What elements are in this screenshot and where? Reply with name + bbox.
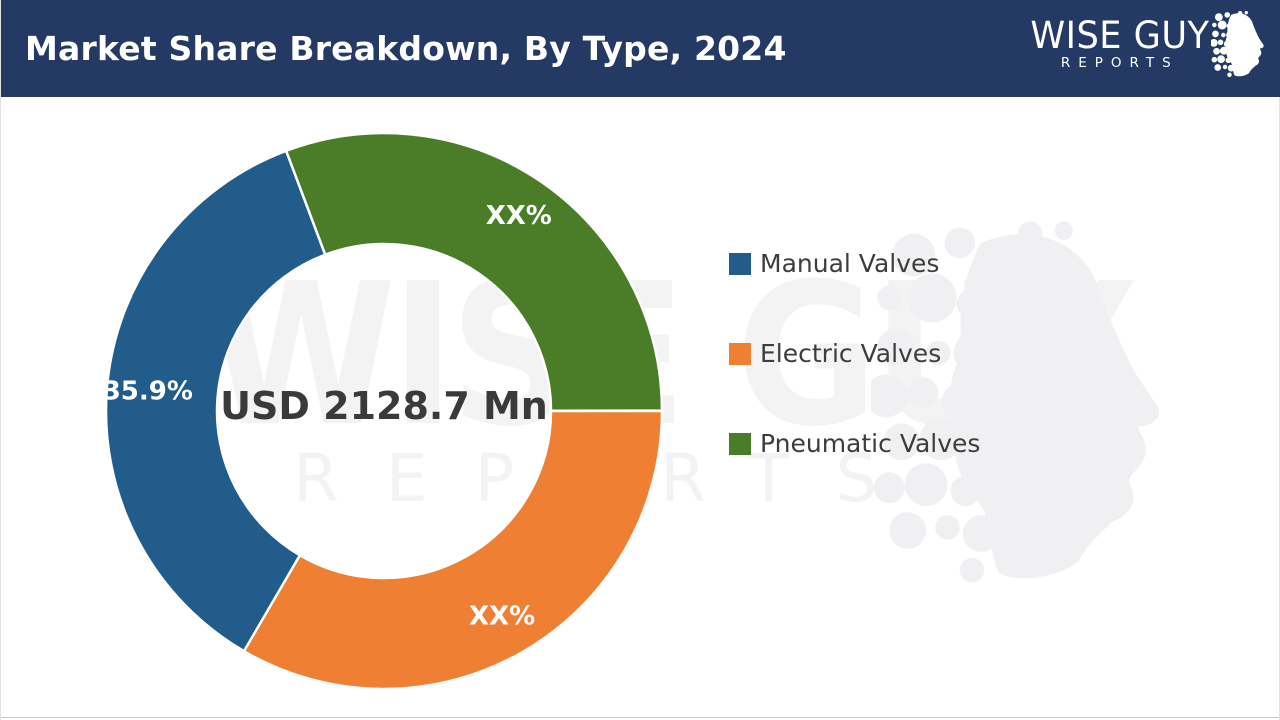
legend-swatch bbox=[729, 253, 751, 275]
slice-label-manual-valves: 35.9% bbox=[103, 376, 193, 406]
legend-item-manual-valves: Manual Valves bbox=[729, 251, 980, 277]
slice-label-electric-valves: XX% bbox=[469, 602, 535, 632]
header-bar: Market Share Breakdown, By Type, 2024 WI… bbox=[1, 0, 1280, 97]
page-title: Market Share Breakdown, By Type, 2024 bbox=[25, 29, 787, 68]
legend: Manual Valves Electric Valves Pneumatic Va… bbox=[729, 251, 980, 521]
logo-reports-text: REPORTS bbox=[1060, 55, 1179, 72]
logo-wiseguy-text: WISE GUY bbox=[1029, 13, 1209, 57]
legend-item-electric-valves: Electric Valves bbox=[729, 341, 980, 367]
legend-item-label: Manual Valves bbox=[760, 249, 940, 278]
legend-item-label: Pneumatic Valves bbox=[760, 429, 981, 458]
legend-item-label: Electric Valves bbox=[760, 339, 942, 368]
legend-swatch bbox=[729, 433, 751, 455]
center-value-label: USD 2128.7 Mn bbox=[220, 384, 548, 428]
logo: WISE GUY REPORTS bbox=[1021, 10, 1267, 78]
pie-slice-pneumatic-valves bbox=[284, 131, 664, 413]
legend-swatch bbox=[729, 343, 751, 365]
legend-item-pneumatic-valves: Pneumatic Valves bbox=[729, 431, 980, 457]
pie-slice-electric-valves bbox=[242, 409, 664, 691]
logo-text: WISE GUY REPORTS bbox=[1021, 13, 1209, 72]
slice-label-pneumatic-valves: XX% bbox=[486, 201, 552, 231]
footer-divider bbox=[1, 717, 1279, 718]
pie-slice-manual-valves bbox=[104, 149, 327, 653]
